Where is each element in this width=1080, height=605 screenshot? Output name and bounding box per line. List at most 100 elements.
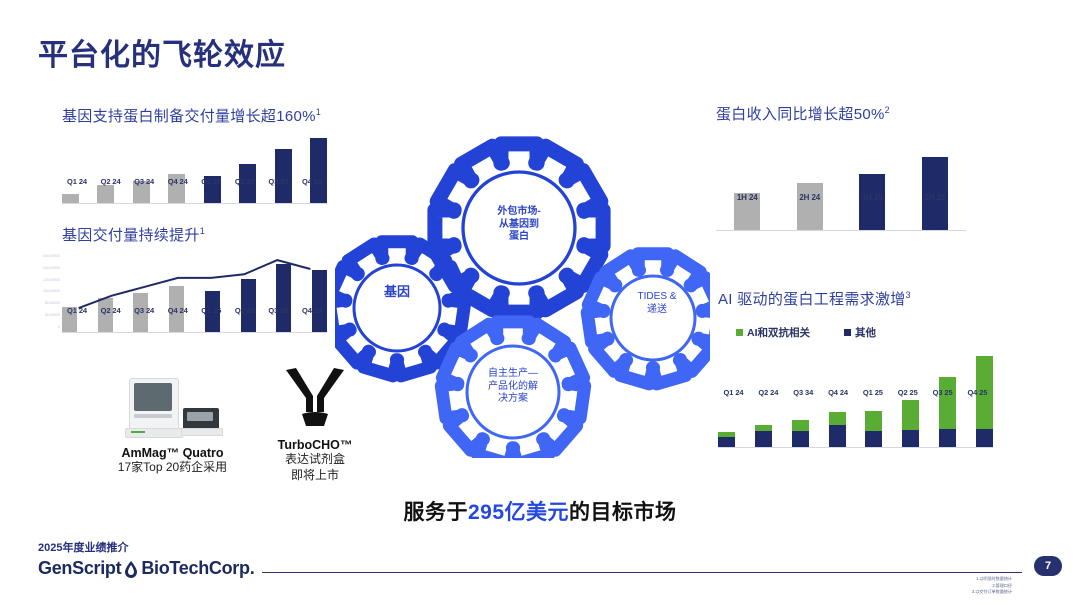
bar-segment: [718, 432, 735, 437]
bar-segment: [754, 430, 772, 447]
x-axis-label: Q1 25: [201, 306, 222, 315]
bar-q3-24: [133, 292, 149, 332]
legend-item: 其他: [844, 325, 876, 340]
x-axis-label: Q1 24: [723, 388, 744, 397]
chart3-xlabels: 1H 24 2H 24 1H 25 2H 25: [716, 193, 966, 202]
bottom-headline: 服务于295亿美元的目标市场: [0, 496, 1080, 526]
stacked-bar-column: [791, 420, 809, 447]
gear-tides-delivery-outline: [580, 247, 726, 391]
stacked-bar-column: [902, 399, 920, 447]
page-title: 平台化的飞轮效应: [38, 39, 286, 72]
bar-q2-24: [97, 185, 115, 203]
bar-column: [62, 194, 79, 203]
gear-svg: [322, 136, 726, 471]
gear-tides-delivery-hub: [609, 274, 697, 362]
bar-2h-24: [796, 183, 823, 230]
bar-segment: [975, 428, 993, 447]
bar-segment: [902, 429, 920, 447]
bar-column: [97, 185, 115, 203]
bar-column: [132, 181, 150, 203]
x-axis-label: Q2 25: [234, 306, 255, 315]
legend-swatch: [736, 329, 743, 336]
chart1-title-text: 基因支持蛋白制备交付量增长超160%: [62, 108, 316, 125]
x-axis-label: 1H 24: [736, 193, 758, 202]
bar-segment: [791, 420, 809, 431]
y-axis-tick-label: 120,00000: [42, 276, 60, 282]
chart1-xlabels: Q1 24 Q2 24 Q3 24 Q4 24 Q1 25 Q2 25 Q3 25 Q4 25: [62, 177, 327, 186]
chart4-title: AI 驱动的蛋白工程需求激增3: [718, 288, 993, 309]
y-axis-tick-label: 160,00000: [42, 253, 60, 258]
gear-gene-hub: [352, 263, 442, 353]
x-axis-label: Q4 24: [167, 306, 188, 315]
bar-segment: [828, 425, 846, 447]
bar-segment: [975, 355, 993, 429]
bar-column: [239, 163, 257, 203]
bar-q1-25: [204, 291, 220, 332]
y-axis-tick-label: 60,00000: [44, 312, 60, 318]
y-axis-tick-label: 140,00000: [42, 264, 60, 270]
legend-label: 其他: [855, 327, 876, 339]
bar-segment: [939, 428, 957, 447]
bar-q1-25: [203, 176, 221, 203]
x-axis-label: Q3 25: [268, 306, 289, 315]
bar-column: [274, 149, 292, 203]
bar-segment: [865, 430, 883, 447]
flywheel-gear-diagram: 外包市场- 从基因到 蛋白 基因 TIDES & 递送 自主生产— 产品化的解 …: [322, 128, 726, 471]
headline-accent-value: 295亿美元: [467, 501, 570, 524]
footer-subtitle: 2025年度业绩推介: [38, 542, 129, 554]
x-axis-label: Q2 25: [234, 177, 255, 186]
chart2-title: 基因交付量持续提升1: [62, 224, 327, 245]
y-axis-tick-label: 100,00000: [42, 288, 60, 294]
bar-1h-24: [734, 193, 761, 230]
chart3-title-text: 蛋白收入同比增长超50%: [716, 106, 885, 123]
footnote-line: 3.以交付订单数量统计: [971, 589, 1012, 595]
bar-2h-25: [921, 157, 948, 230]
x-axis-label: Q3 25: [932, 388, 953, 397]
footnote-line: 2.管理口径: [992, 582, 1012, 588]
product-ammag-name: AmMag™ Quatro: [121, 446, 224, 460]
x-axis-label: Q1 25: [862, 388, 883, 397]
antibody-icon: [286, 368, 344, 426]
chart4-legend: AI和双抗相关 其他: [736, 325, 993, 340]
droplet-icon: [125, 560, 138, 578]
x-axis-label: Q2 24: [100, 306, 121, 315]
legend-label: AI和双抗相关: [747, 327, 810, 339]
bar-segment: [865, 411, 883, 431]
chart2-plot: 160,00000 140,00000 120,00000 100,00000 80,0…: [43, 253, 327, 333]
bar-q2-25: [240, 278, 256, 332]
chart-protein-revenue-growth: 蛋白收入同比增长超50%2 1H 24 2H 24 1H 25 2H 25: [716, 103, 966, 231]
x-axis-label: Q1 24: [67, 177, 87, 186]
bar-column: [62, 307, 77, 332]
product-turbocho: TurboCHO™ 表达试剂盒 即将上市: [250, 366, 380, 483]
chart2-bars: [62, 264, 327, 332]
x-axis-label: Q2 24: [100, 177, 121, 186]
bar-segment: [828, 412, 846, 426]
bar-column: [204, 291, 220, 332]
bar-segment: [791, 430, 809, 447]
gear-gene-outline: [322, 235, 472, 383]
bar-q3-25: [276, 264, 292, 332]
chart-gene-supported-protein-delivery: 基因支持蛋白制备交付量增长超160%1 Q1 24 Q2 24 Q3 24 Q4 24…: [62, 105, 327, 204]
x-axis-label: Q4 24: [828, 388, 848, 397]
chart-ai-driven-protein-engineering: AI 驱动的蛋白工程需求激增3 AI和双抗相关 其他 Q1 24 Q2 24 Q3 3…: [718, 288, 993, 448]
bar-q4-24: [169, 285, 185, 332]
chart2-axis: [62, 332, 327, 333]
bar-q4-24: [168, 174, 186, 203]
chart3-title-superscript: 2: [884, 105, 890, 115]
product-turbocho-name: TurboCHO™: [277, 438, 353, 452]
bar-column: [734, 193, 761, 230]
logo-text-genscript: GenScript: [38, 558, 122, 578]
chart2-title-superscript: 1: [199, 226, 206, 236]
x-axis-label: Q4 25: [967, 388, 988, 397]
gear-outsourcing-market-hub: [461, 170, 577, 286]
chart1-bars: [62, 138, 327, 203]
bar-segment: [902, 399, 920, 430]
bar-q3-25: [274, 149, 292, 203]
chart1-plot: [62, 134, 327, 204]
bar-column: [203, 176, 221, 203]
gear-self-production-hub: [465, 344, 561, 440]
chart2-xlabels: Q1 24 Q2 24 Q3 24 Q4 24 Q1 25 Q2 25 Q3 25 Q4 25: [62, 306, 327, 315]
page-number-badge: 7: [1034, 556, 1062, 576]
x-axis-label: 1H 25: [861, 193, 883, 202]
bar-column: [133, 292, 149, 332]
